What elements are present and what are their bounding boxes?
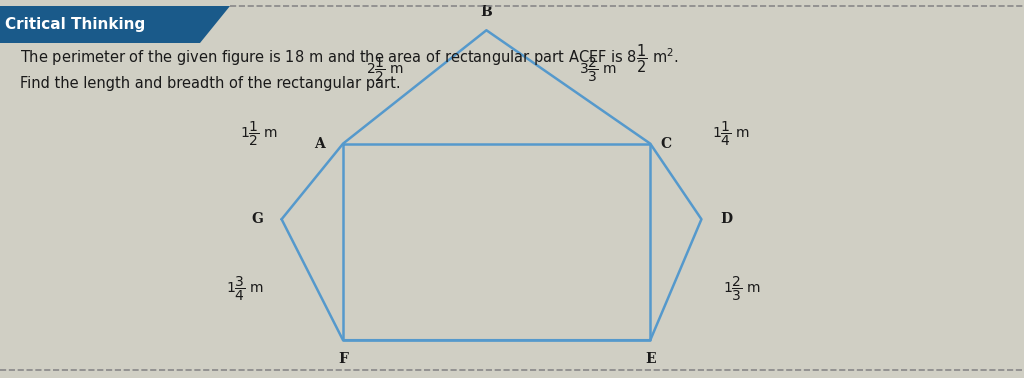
Text: Find the length and breadth of the rectangular part.: Find the length and breadth of the recta… [20,76,401,91]
Text: Critical Thinking: Critical Thinking [5,17,145,32]
Text: F: F [338,352,348,366]
FancyBboxPatch shape [0,6,200,43]
Text: E: E [645,352,655,366]
Text: The perimeter of the given figure is 18 m and the area of rectangular part ACEF : The perimeter of the given figure is 18 … [20,42,679,75]
Text: C: C [660,136,672,151]
Text: $1\dfrac{1}{2}$ m: $1\dfrac{1}{2}$ m [241,120,279,148]
Text: $3\dfrac{2}{3}$ m: $3\dfrac{2}{3}$ m [579,56,616,84]
Text: $1\dfrac{3}{4}$ m: $1\dfrac{3}{4}$ m [226,275,264,303]
Polygon shape [200,6,230,43]
Text: D: D [720,212,732,226]
Text: $1\dfrac{2}{3}$ m: $1\dfrac{2}{3}$ m [723,275,761,303]
Text: $2\dfrac{1}{2}$ m: $2\dfrac{1}{2}$ m [367,56,404,84]
Text: $1\dfrac{1}{4}$ m: $1\dfrac{1}{4}$ m [712,120,750,148]
Text: B: B [480,5,493,19]
Text: G: G [251,212,263,226]
Text: A: A [314,136,325,151]
